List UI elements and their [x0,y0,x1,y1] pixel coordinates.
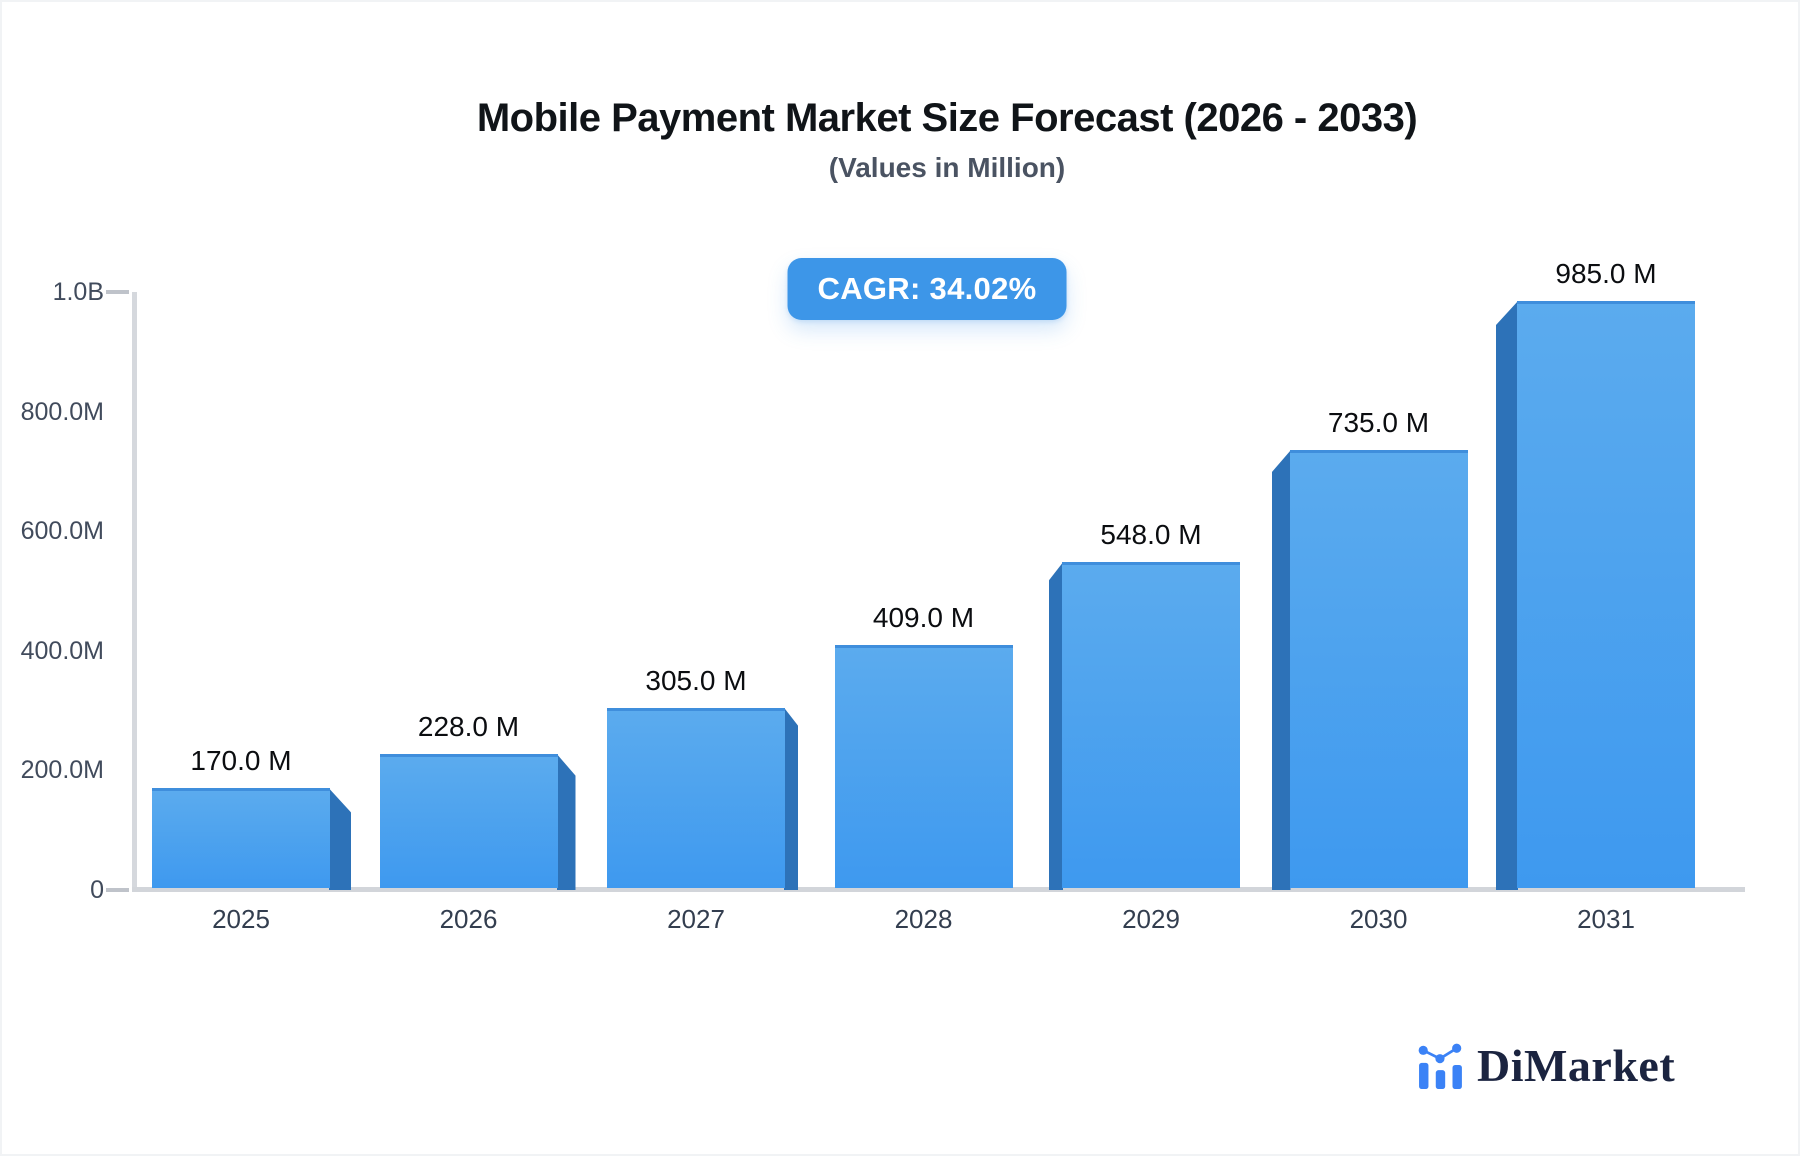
bar-value-label: 228.0 M [417,710,520,742]
x-axis-label: 2027 [667,904,725,934]
chart-title: Mobile Payment Market Size Forecast (202… [476,96,1418,140]
bar-value-label: 548.0 M [1100,519,1202,551]
y-axis-label: 600.0M [20,517,104,546]
bar-chart-logo-icon [1418,1043,1464,1089]
bar [379,753,558,888]
bar-3d-side [1496,300,1518,890]
bar-3d-side [329,788,351,890]
x-axis-label: 2025 [212,904,270,934]
y-axis-label: 200.0M [20,756,104,785]
plot-area: 1.0B 800.0M 600.0M 400.0M 200.0M 0 170.0 M 2025… [21,258,1762,934]
bar-value-label: 409.0 M [872,602,975,634]
bar-value-label: 735.0 M [1327,407,1430,439]
bar-value-label: 305.0 M [645,664,747,696]
bar-value-label: 985.0 M [1555,257,1657,289]
y-axis-tick [106,290,129,294]
y-axis-label: 400.0M [20,636,104,665]
bar [152,788,330,888]
brand-logo-text: DiMarket [1477,1040,1676,1091]
x-axis-label: 2029 [1122,904,1180,934]
y-axis-label: 1.0B [52,278,104,306]
brand-logo: DiMarket [1418,1040,1675,1092]
x-axis-label: 2028 [894,904,953,934]
bar [1062,562,1240,888]
x-axis-label: 2030 [1349,904,1408,934]
y-axis-tick [106,888,129,892]
bar-3d-side [784,707,798,890]
chart-subtitle: (Values in Million) [828,152,1066,183]
y-axis-label: 0 [90,876,104,904]
x-axis-label: 2026 [439,904,498,934]
bar-3d-side [1049,562,1063,890]
bar-3d-side [1271,450,1291,890]
y-axis-label: 800.0M [20,397,104,426]
bar [607,707,785,888]
bar [834,645,1013,888]
y-axis-line [132,292,137,892]
cagr-badge: CAGR: 34.02% [787,258,1067,320]
bar-3d-side [556,753,576,890]
bar [1289,450,1468,888]
bar [1517,300,1695,888]
x-axis-line [132,887,1745,892]
x-axis-label: 2031 [1577,904,1635,934]
bar-value-label: 170.0 M [190,745,292,777]
